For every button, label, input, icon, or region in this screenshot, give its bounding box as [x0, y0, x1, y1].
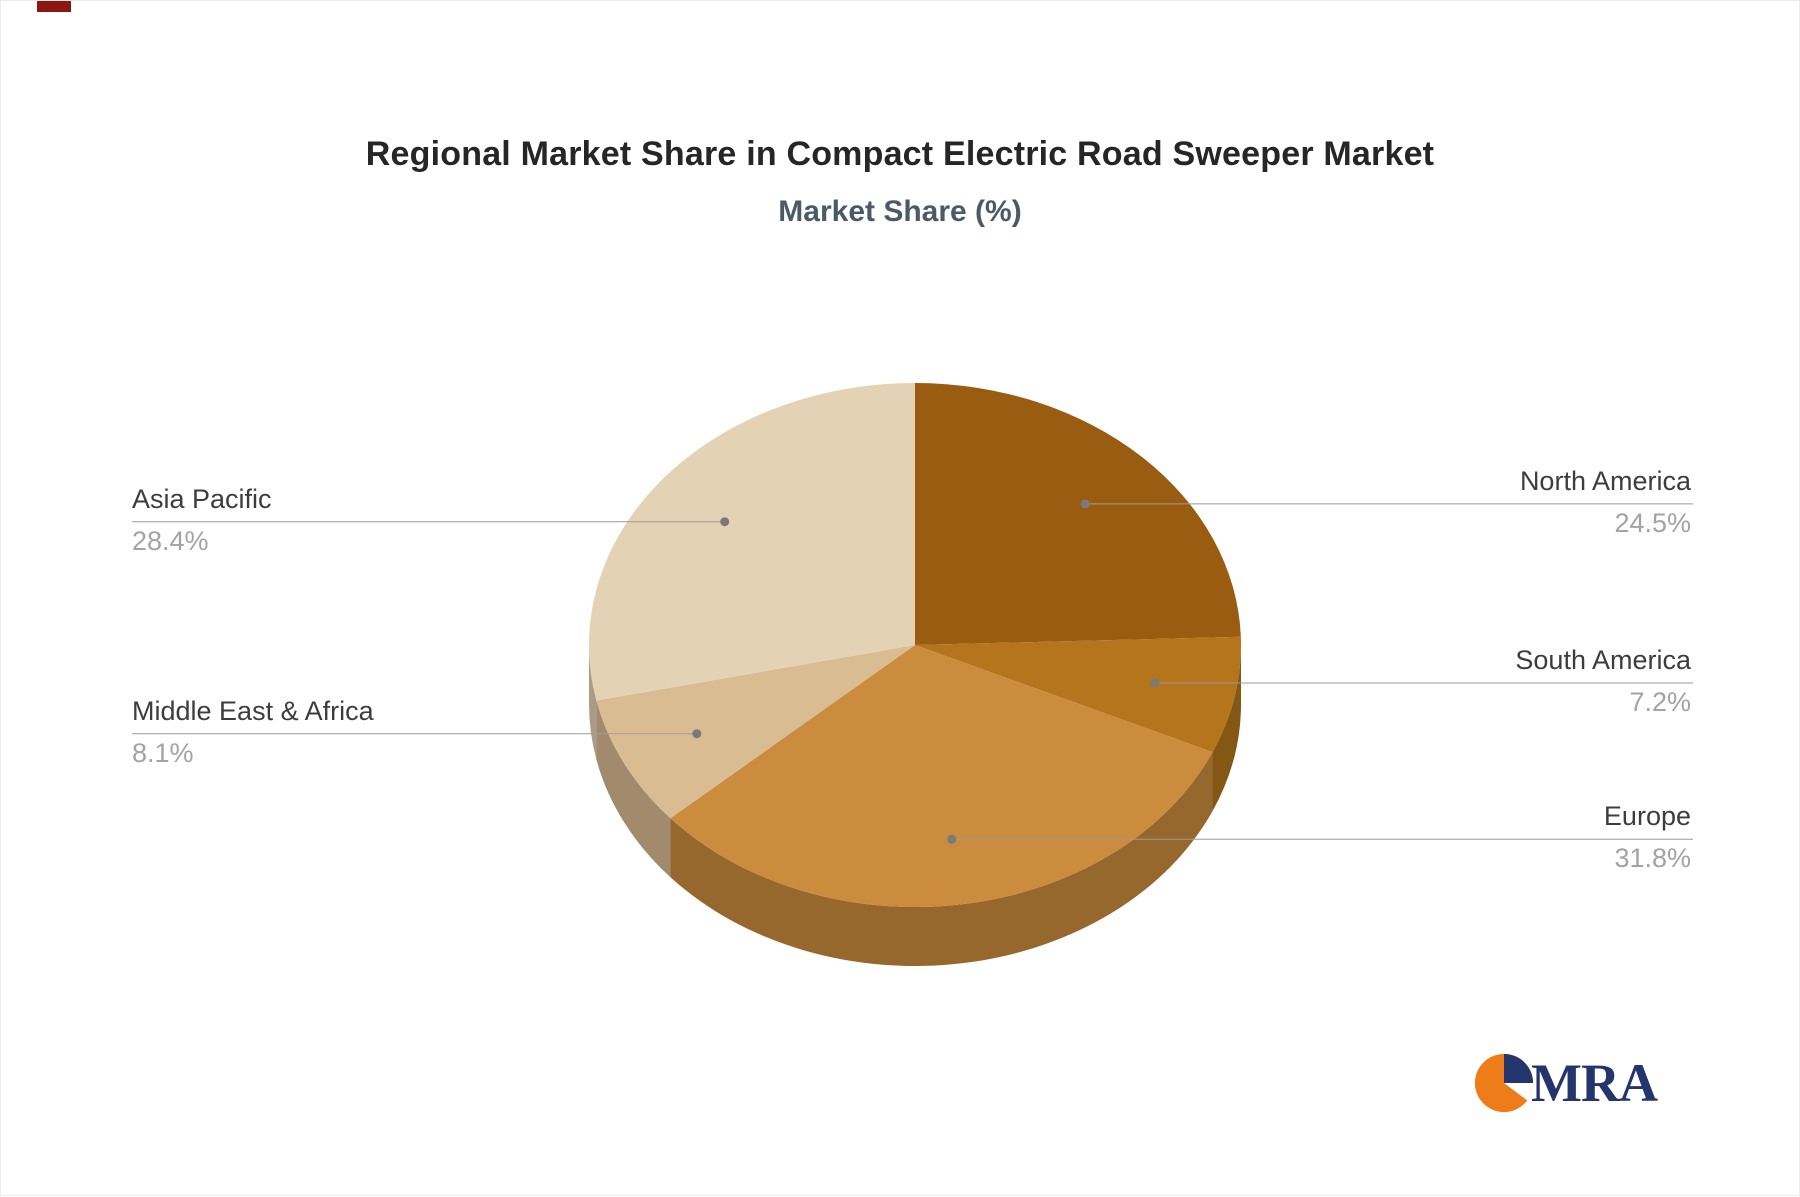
- pie-slice-middle-east-africa[interactable]: [596, 645, 915, 819]
- pie-slice-north-america[interactable]: [915, 383, 1241, 645]
- logo-wedge-navy: [1504, 1053, 1534, 1083]
- pie-slice-side-asia-pacific: [589, 645, 597, 760]
- screen-artifact: [37, 1, 71, 12]
- chart-subtitle: Market Share (%): [778, 195, 1022, 228]
- brand-logo-icon: [1474, 1053, 1534, 1113]
- pie-slice-side-south-america: [1212, 645, 1241, 812]
- chart-title: Regional Market Share in Compact Electri…: [365, 135, 1435, 173]
- leader-dot-middle-east-africa: [692, 729, 702, 739]
- logo-wedge-white: [1504, 1083, 1534, 1101]
- leader-dot-asia-pacific: [720, 517, 730, 527]
- leader-dot-north-america: [1080, 499, 1090, 509]
- pie-slice-asia-pacific[interactable]: [588, 383, 915, 701]
- leader-dot-south-america: [1150, 678, 1160, 688]
- leader-dot-europe: [947, 834, 957, 844]
- pie-slice-side-middle-east-africa: [596, 700, 671, 878]
- brand-logo-text: MRA: [1531, 1053, 1658, 1113]
- brand-logo: MRA: [1473, 1052, 1658, 1114]
- pie-slice-europe[interactable]: [670, 645, 1213, 908]
- pie-slice-side-europe: [670, 752, 1213, 967]
- pie-slice-south-america[interactable]: [915, 636, 1242, 753]
